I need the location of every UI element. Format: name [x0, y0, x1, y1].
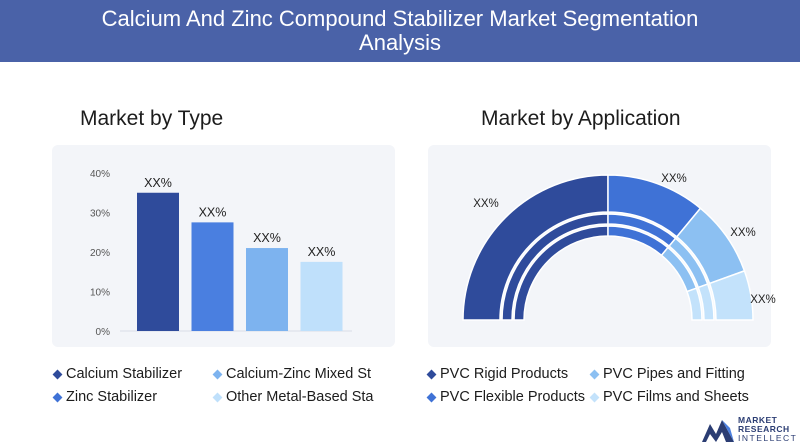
y-tick-label: 30% — [90, 209, 110, 220]
type-bar-chart: 0% 10% 20% 30% 40% XX% XX% XX% XX% — [90, 169, 352, 338]
legend-item: Calcium Stabilizer — [52, 366, 182, 382]
bar-data-label: XX% — [199, 205, 227, 219]
donut-slice — [697, 283, 715, 321]
legend-marker-icon — [589, 369, 600, 379]
legend-label: PVC Films and Sheets — [603, 389, 749, 405]
legend-item: PVC Flexible Products — [426, 389, 585, 405]
page-title: Calcium And Zinc Compound Stabilizer Mar… — [101, 6, 699, 55]
bar-data-label: XX% — [308, 245, 336, 259]
y-tick-label: 10% — [90, 288, 110, 299]
bar — [246, 248, 288, 331]
y-tick-label: 0% — [96, 327, 111, 338]
logo-text-line1: MARKET — [738, 415, 778, 425]
legend-label: PVC Rigid Products — [440, 366, 569, 382]
logo-text-line3: INTELLECT — [738, 433, 798, 443]
bar-data-label: XX% — [144, 176, 172, 190]
legend-label: PVC Flexible Products — [440, 389, 586, 405]
y-tick-label: 40% — [90, 169, 110, 180]
application-chart-title: Market by Application — [481, 107, 681, 130]
market-research-intellect-logo: MARKET RESEARCH INTELLECT — [700, 410, 800, 448]
legend-item: PVC Pipes and Fitting — [589, 366, 745, 382]
legend-label: Calcium-Zinc Mixed St — [226, 366, 372, 382]
y-tick-label: 20% — [90, 248, 110, 259]
donut-slice — [686, 287, 703, 321]
legend-item: Other Metal-Based Sta — [212, 389, 374, 405]
header-banner: Calcium And Zinc Compound Stabilizer Mar… — [0, 0, 800, 62]
bar — [191, 222, 234, 331]
bar — [137, 192, 179, 331]
legend-label: Calcium Stabilizer — [66, 366, 183, 382]
bar-data-label: XX% — [253, 231, 281, 245]
logo-text-line2: RESEARCH — [738, 424, 790, 434]
legend-item: PVC Rigid Products — [426, 366, 568, 382]
logo-mark-icon — [702, 420, 734, 442]
legend-item: Calcium-Zinc Mixed St — [212, 366, 371, 382]
application-donut-chart: XX% XX% XX% XX% — [462, 173, 776, 321]
type-chart-title: Market by Type — [80, 107, 224, 130]
legend-marker-icon — [212, 369, 223, 379]
legend-marker-icon — [52, 369, 63, 379]
legend-label: Zinc Stabilizer — [66, 389, 158, 405]
bar — [300, 261, 343, 331]
legend-item: PVC Films and Sheets — [589, 389, 749, 405]
legend-marker-icon — [589, 392, 600, 402]
slice-data-label: XX% — [661, 173, 687, 185]
legend-marker-icon — [426, 369, 437, 379]
slice-data-label: XX% — [730, 227, 756, 239]
slice-data-label: XX% — [473, 198, 499, 210]
legend-marker-icon — [52, 392, 63, 402]
legend-marker-icon — [212, 392, 223, 402]
slice-data-label: XX% — [750, 294, 776, 306]
donut-slice — [708, 269, 754, 321]
legend-marker-icon — [426, 392, 437, 402]
legend-label: PVC Pipes and Fitting — [603, 366, 745, 382]
legend-label: Other Metal-Based Sta — [226, 389, 374, 405]
legend-item: Zinc Stabilizer — [52, 389, 157, 405]
